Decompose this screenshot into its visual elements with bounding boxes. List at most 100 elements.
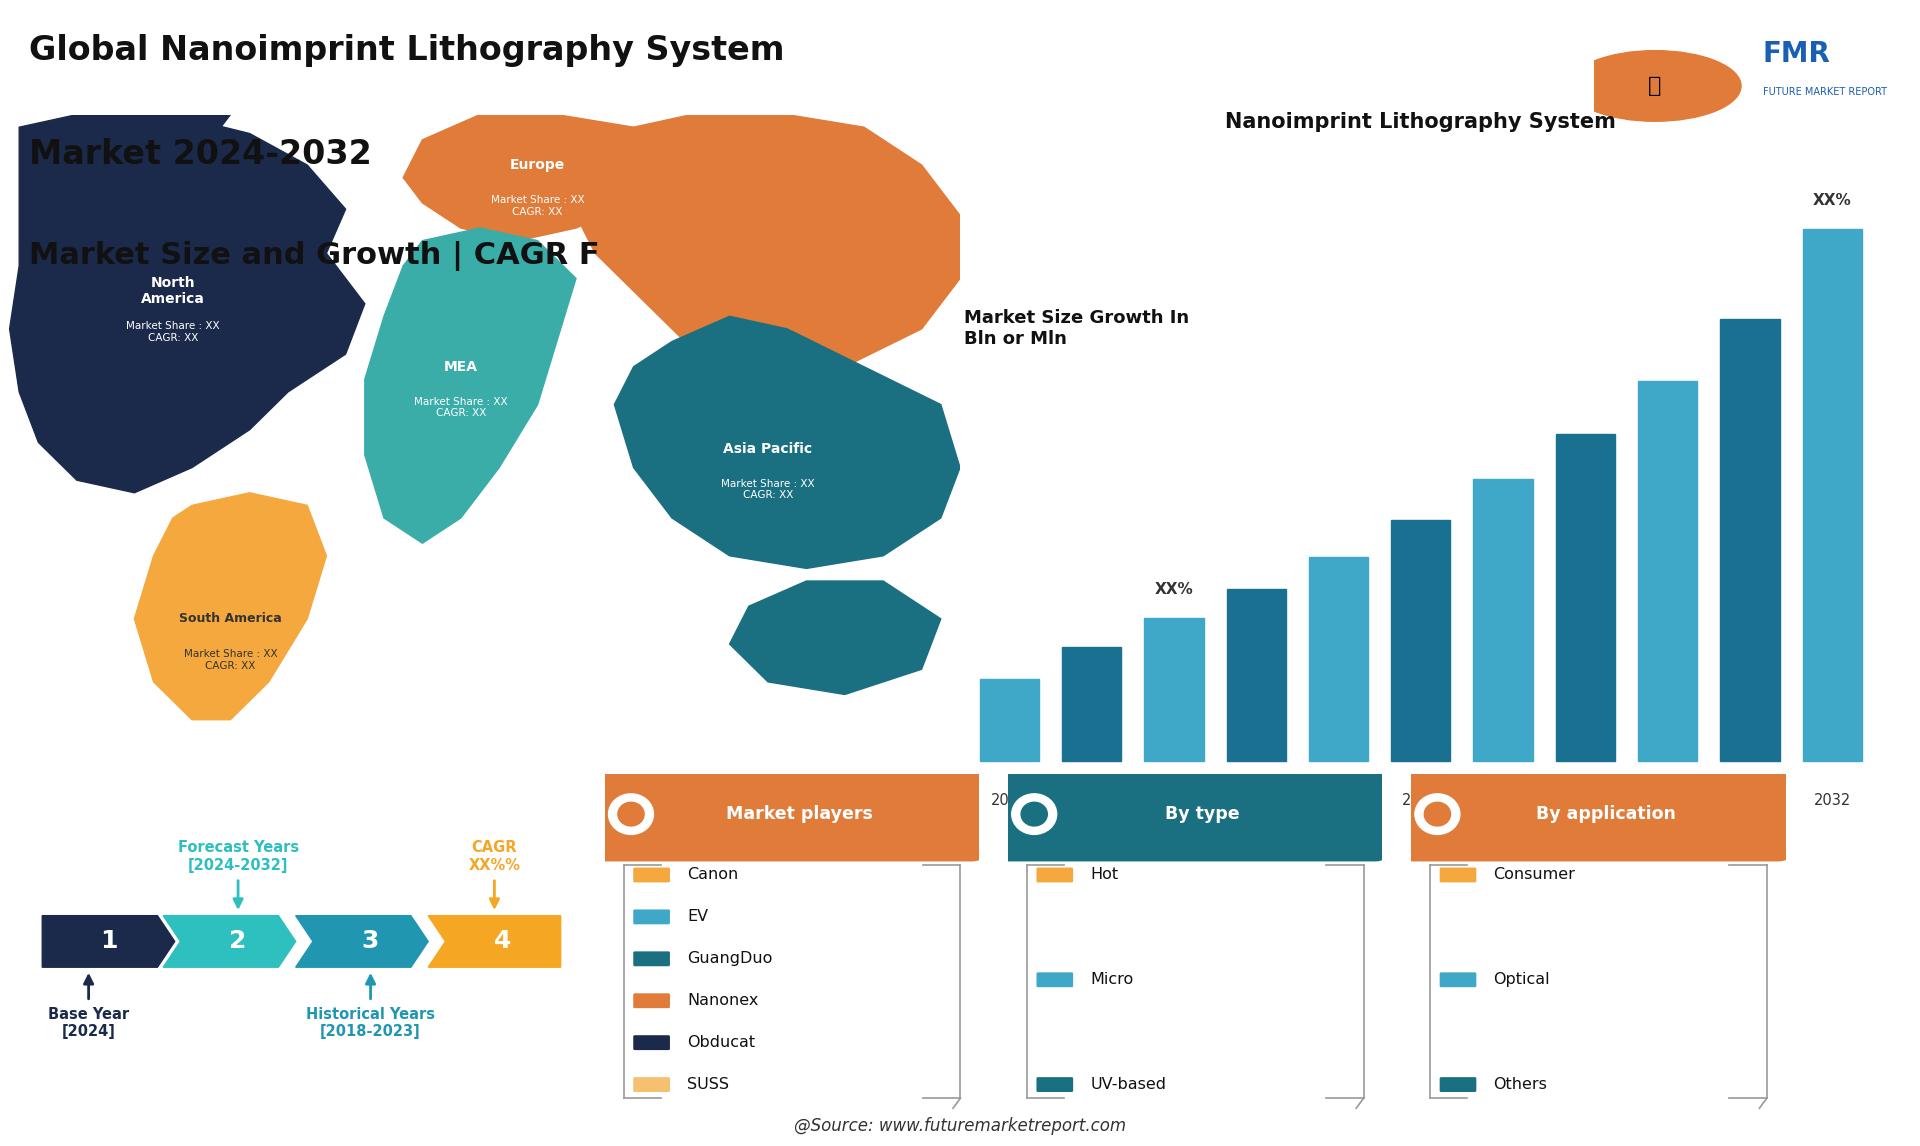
Bar [1309,557,1369,761]
Text: Consumer: Consumer [1494,868,1576,882]
Circle shape [1569,50,1741,121]
Text: Hot: Hot [1091,868,1119,882]
Text: Market Share : XX
CAGR: XX: Market Share : XX CAGR: XX [722,479,814,501]
Bar [1062,646,1121,761]
Text: 2024: 2024 [1156,793,1192,808]
Text: Global Nanoimprint Lithography System: Global Nanoimprint Lithography System [29,34,783,68]
Text: Obducat: Obducat [687,1035,755,1050]
Text: 2029: 2029 [1567,793,1603,808]
FancyBboxPatch shape [1037,868,1073,882]
Text: 4: 4 [493,929,513,953]
Text: Nanoimprint Lithography System: Nanoimprint Lithography System [1225,112,1617,132]
Text: FMR: FMR [1763,40,1830,69]
Text: North
America: North America [140,276,205,306]
Text: FUTURE MARKET REPORT: FUTURE MARKET REPORT [1763,87,1887,97]
Text: Optical: Optical [1494,972,1549,987]
Text: XX%: XX% [1154,582,1194,597]
Text: Market Share : XX
CAGR: XX: Market Share : XX CAGR: XX [184,649,276,670]
Text: 2023: 2023 [1073,793,1110,808]
FancyBboxPatch shape [1037,972,1073,987]
Text: 2026: 2026 [1319,793,1357,808]
Circle shape [1012,794,1056,834]
FancyBboxPatch shape [634,1077,670,1092]
Circle shape [609,794,653,834]
Polygon shape [403,115,672,241]
Circle shape [618,802,643,826]
Text: SUSS: SUSS [687,1077,730,1092]
Text: Canon: Canon [687,868,739,882]
Text: 2032: 2032 [1814,793,1851,808]
Text: 1: 1 [100,929,117,953]
Polygon shape [134,493,326,720]
FancyBboxPatch shape [993,767,1390,862]
FancyBboxPatch shape [634,951,670,966]
Text: XX%: XX% [1812,193,1851,207]
Text: Asia Pacific: Asia Pacific [724,441,812,456]
Text: Base Year
[2024]: Base Year [2024] [48,1007,129,1039]
Text: 2030: 2030 [1649,793,1686,808]
Text: 2028: 2028 [1484,793,1523,808]
Text: CAGR
XX%%: CAGR XX%% [468,840,520,873]
Text: 2025: 2025 [1238,793,1275,808]
Text: Others: Others [1494,1077,1548,1092]
Bar [1555,434,1615,761]
Text: 2: 2 [228,929,248,953]
Polygon shape [296,916,428,967]
Text: South America: South America [179,612,282,626]
Text: Micro: Micro [1091,972,1133,987]
Polygon shape [614,316,960,568]
Bar [1720,320,1780,761]
Text: MEA: MEA [444,360,478,374]
Text: Market Share : XX
CAGR: XX: Market Share : XX CAGR: XX [492,195,584,217]
Text: Nanonex: Nanonex [687,994,758,1008]
Polygon shape [154,115,230,140]
Polygon shape [576,115,960,379]
Circle shape [1021,802,1046,826]
Text: Market Share : XX
CAGR: XX: Market Share : XX CAGR: XX [127,321,219,343]
Text: Historical Years
[2018-2023]: Historical Years [2018-2023] [305,1007,436,1039]
Text: 3: 3 [361,929,380,953]
FancyBboxPatch shape [634,994,670,1008]
Text: Market Size Growth In
Bln or Mln: Market Size Growth In Bln or Mln [964,309,1188,347]
Polygon shape [42,916,175,967]
Circle shape [1425,802,1450,826]
Text: UV-based: UV-based [1091,1077,1165,1092]
FancyBboxPatch shape [1440,972,1476,987]
Text: 2031: 2031 [1732,793,1768,808]
Text: EV: EV [687,910,708,925]
FancyBboxPatch shape [1396,767,1793,862]
Bar [1392,520,1450,761]
Text: By application: By application [1536,806,1676,823]
FancyBboxPatch shape [634,1035,670,1050]
Polygon shape [428,916,561,967]
Text: 2022: 2022 [991,793,1027,808]
FancyBboxPatch shape [589,767,987,862]
Text: Market Share : XX
CAGR: XX: Market Share : XX CAGR: XX [415,397,507,418]
Polygon shape [365,228,576,543]
Bar [1473,479,1532,761]
Text: 2027: 2027 [1402,793,1440,808]
Bar [1144,618,1204,761]
Polygon shape [163,916,296,967]
FancyBboxPatch shape [1440,868,1476,882]
Text: Market 2024-2032: Market 2024-2032 [29,138,372,171]
Text: GuangDuo: GuangDuo [687,951,772,966]
Bar [1227,589,1286,761]
Text: Forecast Years
[2024-2032]: Forecast Years [2024-2032] [177,840,300,873]
Text: Market Size and Growth | CAGR F: Market Size and Growth | CAGR F [29,241,599,270]
FancyBboxPatch shape [634,868,670,882]
Circle shape [1415,794,1459,834]
Text: @Source: www.futuremarketreport.com: @Source: www.futuremarketreport.com [795,1116,1125,1135]
Bar [1638,380,1697,761]
FancyBboxPatch shape [1440,1077,1476,1092]
Polygon shape [10,115,365,493]
Text: 🔭: 🔭 [1649,76,1661,96]
Bar [1803,229,1862,761]
FancyBboxPatch shape [1037,1077,1073,1092]
Text: By type: By type [1165,806,1240,823]
FancyBboxPatch shape [634,910,670,925]
Polygon shape [730,581,941,694]
Bar [979,680,1039,761]
Text: Market players: Market players [726,806,874,823]
Text: Europe: Europe [511,158,564,172]
